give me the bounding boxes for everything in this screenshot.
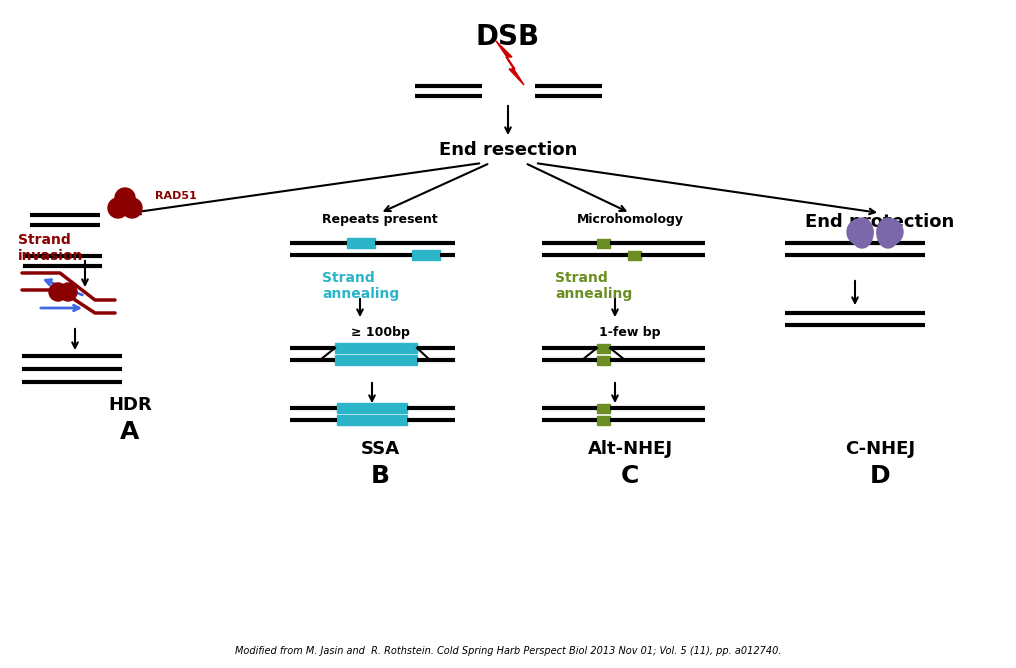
FancyBboxPatch shape bbox=[347, 238, 375, 248]
Text: End protection: End protection bbox=[806, 213, 955, 231]
Polygon shape bbox=[496, 41, 524, 85]
Text: Strand
invasion: Strand invasion bbox=[18, 233, 83, 263]
Text: Alt-NHEJ: Alt-NHEJ bbox=[587, 440, 673, 458]
Text: RAD51: RAD51 bbox=[155, 191, 197, 201]
Text: SSA: SSA bbox=[361, 440, 399, 458]
Text: HDR: HDR bbox=[108, 396, 151, 414]
Circle shape bbox=[877, 219, 903, 245]
Circle shape bbox=[49, 283, 67, 301]
Circle shape bbox=[108, 198, 128, 218]
FancyBboxPatch shape bbox=[335, 343, 417, 353]
Text: B: B bbox=[371, 464, 389, 488]
FancyBboxPatch shape bbox=[337, 403, 407, 413]
Ellipse shape bbox=[851, 218, 873, 248]
Text: 1-few bp: 1-few bp bbox=[599, 326, 660, 339]
FancyBboxPatch shape bbox=[628, 250, 641, 259]
FancyBboxPatch shape bbox=[335, 355, 417, 365]
Text: D: D bbox=[870, 464, 890, 488]
Text: Modified from M. Jasin and  R. Rothstein. Cold Spring Harb Perspect Biol 2013 No: Modified from M. Jasin and R. Rothstein.… bbox=[235, 646, 781, 656]
Circle shape bbox=[59, 283, 77, 301]
Text: C: C bbox=[621, 464, 639, 488]
Circle shape bbox=[847, 219, 873, 245]
Text: Repeats present: Repeats present bbox=[322, 213, 438, 226]
Text: Microhomology: Microhomology bbox=[576, 213, 684, 226]
Circle shape bbox=[122, 198, 142, 218]
FancyBboxPatch shape bbox=[597, 343, 610, 353]
Text: C-NHEJ: C-NHEJ bbox=[845, 440, 915, 458]
Text: A: A bbox=[120, 420, 139, 444]
Text: Strand
annealing: Strand annealing bbox=[322, 271, 399, 301]
FancyBboxPatch shape bbox=[337, 415, 407, 425]
Circle shape bbox=[115, 188, 135, 208]
FancyBboxPatch shape bbox=[597, 355, 610, 365]
Text: Strand
annealing: Strand annealing bbox=[555, 271, 632, 301]
Text: ≥ 100bp: ≥ 100bp bbox=[351, 326, 409, 339]
FancyBboxPatch shape bbox=[412, 250, 440, 260]
Text: End resection: End resection bbox=[439, 141, 577, 159]
Text: DSB: DSB bbox=[475, 23, 541, 51]
Ellipse shape bbox=[877, 218, 899, 248]
FancyBboxPatch shape bbox=[597, 415, 610, 424]
FancyBboxPatch shape bbox=[597, 238, 610, 248]
FancyBboxPatch shape bbox=[597, 403, 610, 413]
